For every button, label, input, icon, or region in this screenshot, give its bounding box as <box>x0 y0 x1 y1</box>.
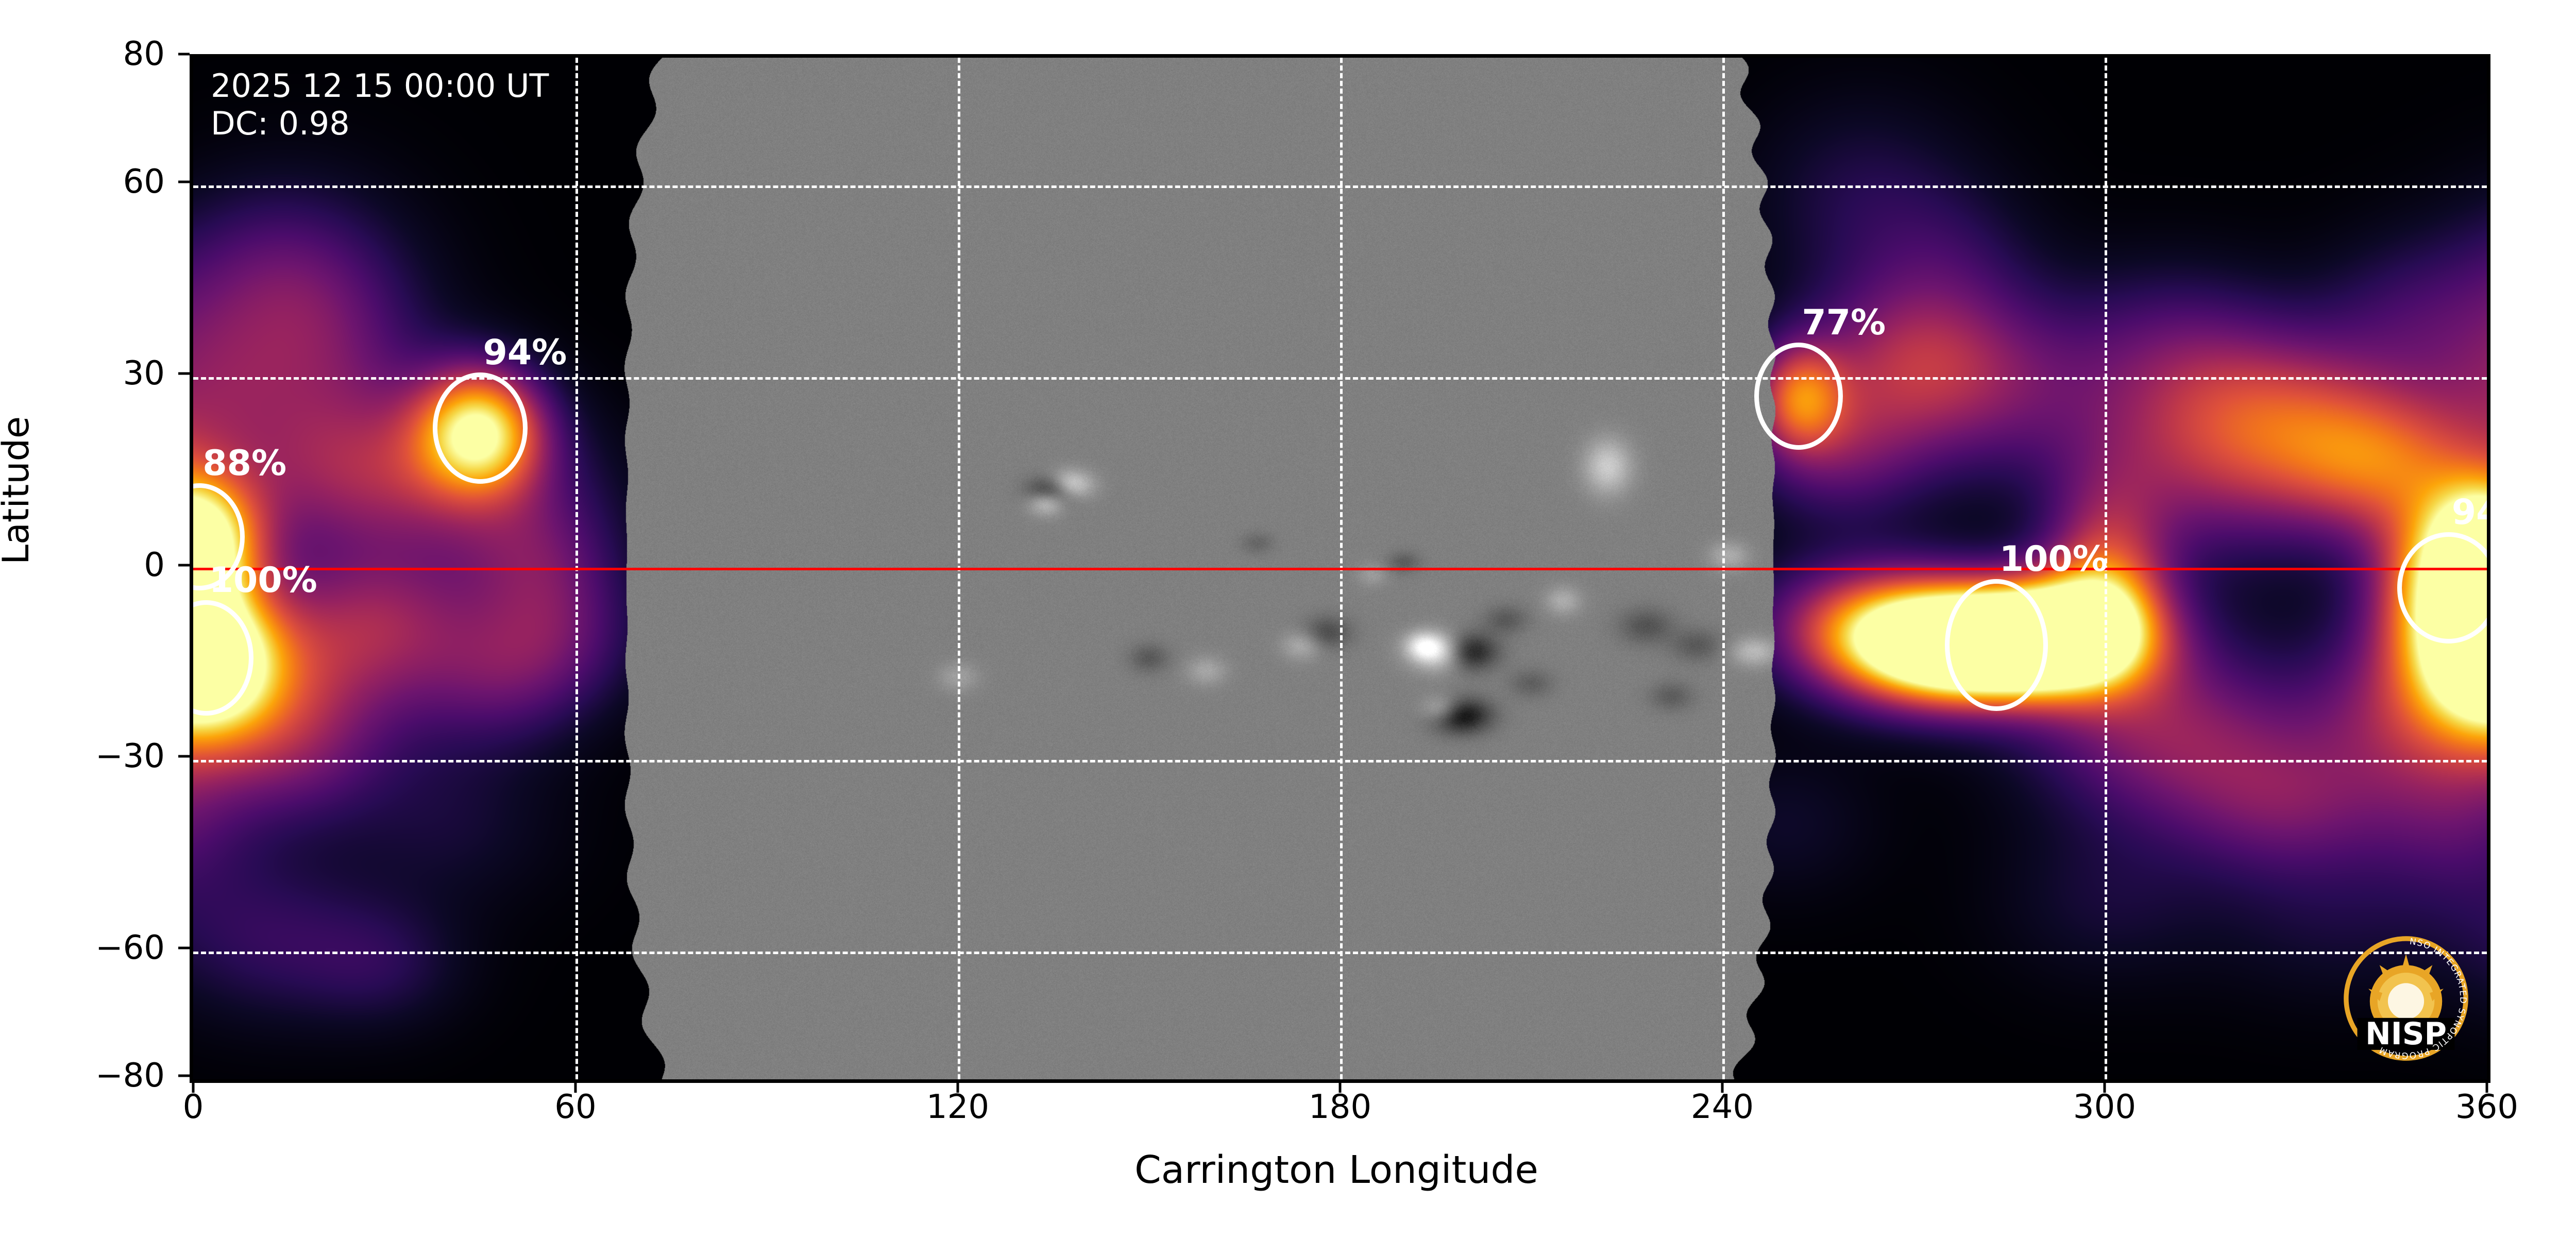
x-tick-mark <box>2103 1079 2106 1093</box>
y-tick-mark <box>178 180 190 183</box>
nisp-logo: NISP NSO INTEGRATED SYNOPTIC PROGRAM <box>2336 929 2476 1068</box>
y-tick-label: −80 <box>95 1057 165 1095</box>
duty-cycle-text: DC: 0.98 <box>211 105 350 143</box>
region-marker-circle[interactable] <box>1754 342 1843 450</box>
y-tick-label: 80 <box>123 35 165 73</box>
y-tick-mark <box>178 946 190 949</box>
region-confidence-label: 94 <box>2451 491 2487 533</box>
y-tick-mark <box>178 53 190 56</box>
y-tick-label: −60 <box>95 929 165 968</box>
y-axis-label: Latitude <box>0 416 37 565</box>
region-confidence-label: 77% <box>1802 302 1886 343</box>
region-marker-circle[interactable] <box>1944 579 2048 711</box>
x-tick-label: 360 <box>2455 1088 2519 1126</box>
x-tick-mark <box>1338 1079 1342 1093</box>
region-confidence-label: 94% <box>483 332 567 373</box>
x-axis-label: Carrington Longitude <box>1134 1148 1538 1192</box>
region-marker-circle[interactable] <box>432 372 528 484</box>
region-marker-circle[interactable] <box>2397 532 2487 643</box>
x-tick-label: 240 <box>1690 1088 1754 1126</box>
x-tick-mark <box>574 1079 577 1093</box>
region-confidence-label: 88% <box>202 443 287 484</box>
equator-line <box>193 567 2487 570</box>
y-tick-mark <box>178 372 190 375</box>
nisp-logo-text: NISP <box>2365 1016 2447 1052</box>
x-tick-mark <box>1721 1079 1724 1093</box>
y-tick-label: 0 <box>144 546 165 584</box>
y-tick-label: 60 <box>123 162 165 201</box>
plot-area: 88% 94% 100% 77% 100% 94 2025 12 15 00:00 UTD… <box>193 58 2487 1079</box>
x-tick-label: 60 <box>554 1088 597 1126</box>
y-tick-mark <box>178 755 190 758</box>
y-tick-label: −30 <box>95 737 165 776</box>
x-tick-label: 0 <box>182 1088 204 1126</box>
x-tick-label: 300 <box>2073 1088 2137 1126</box>
timestamp-text: 2025 12 15 00:00 UT <box>211 67 549 105</box>
x-tick-mark <box>2485 1079 2488 1093</box>
timestamp-block: 2025 12 15 00:00 UT DC: 0.98 <box>211 67 549 142</box>
y-tick-mark <box>178 564 190 566</box>
region-confidence-label: 100% <box>209 560 317 601</box>
x-tick-label: 120 <box>926 1088 990 1126</box>
y-tick-mark <box>178 1074 190 1077</box>
region-confidence-label: 100% <box>1999 539 2108 580</box>
x-tick-label: 180 <box>1308 1088 1372 1126</box>
synoptic-map-axes[interactable]: 88% 94% 100% 77% 100% 94 2025 12 15 00:00 UTD… <box>190 54 2490 1083</box>
x-tick-mark <box>956 1079 959 1093</box>
y-tick-label: 30 <box>123 354 165 393</box>
x-tick-mark <box>192 1079 195 1093</box>
